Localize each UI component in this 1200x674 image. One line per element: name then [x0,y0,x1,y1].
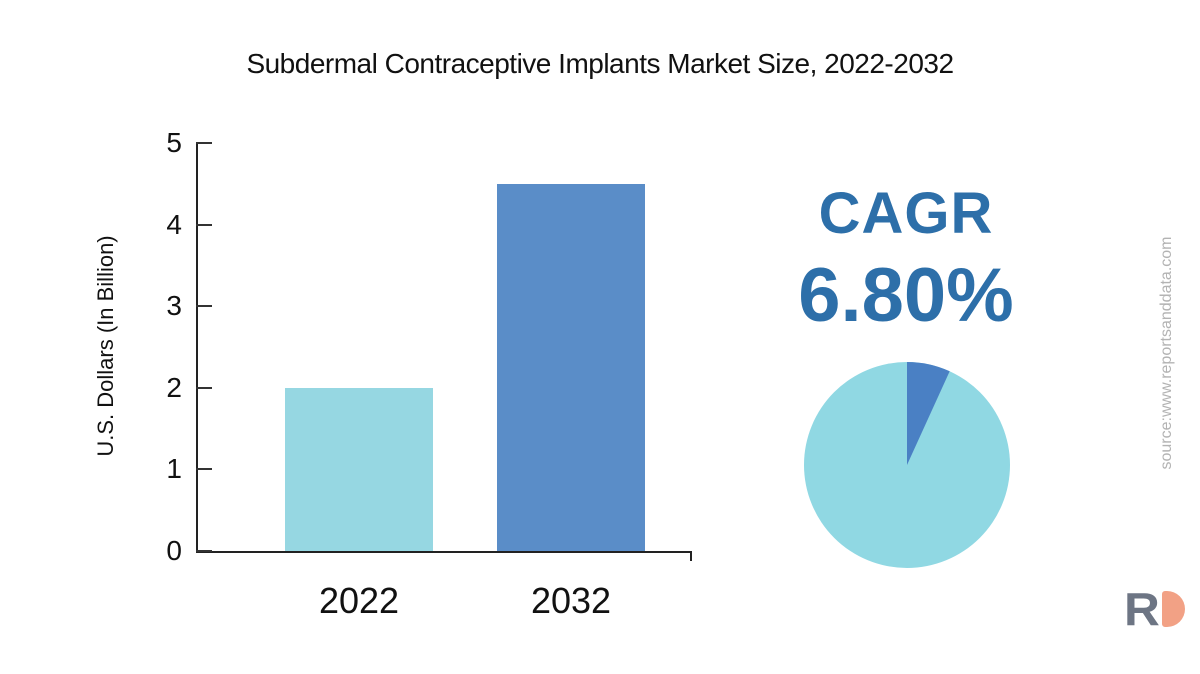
y-tick-label-2: 2 [166,371,182,403]
y-axis-label: U.S. Dollars (In Billion) [93,235,118,457]
y-tick-mark-5 [196,142,212,144]
logo-letter-r: R [1124,583,1160,635]
y-tick-mark-3 [196,305,212,308]
x-axis-line [196,551,692,553]
y-tick-label-1: 1 [166,453,182,485]
y-tick-label-0: 0 [166,535,182,566]
brand-logo: R [1124,583,1186,635]
y-tick-label-3: 3 [166,290,182,322]
y-axis-line [196,143,198,553]
y-tick-label-4: 4 [166,208,182,240]
y-tick-mark-4 [196,223,212,226]
cagr-value: 6.80% [798,253,1014,338]
bar-2032 [497,183,645,551]
x-tick-label-2022: 2022 [318,580,400,621]
x-tick-label-2032: 2032 [530,580,612,621]
pie-slice-cagr [907,362,950,465]
chart-title: Subdermal Contraceptive Implants Market … [246,48,954,79]
x-axis-end-tick [690,551,692,561]
source-attribution: source:www.reportsanddata.com [1158,236,1175,470]
cagr-pie-chart [804,362,1010,568]
y-tick-mark-0 [196,550,212,552]
cagr-label: CAGR [818,181,994,246]
bar-2022 [285,387,433,551]
y-tick-label-5: 5 [166,127,182,158]
y-tick-mark-1 [196,468,212,471]
y-tick-mark-2 [196,386,212,389]
logo-d-shape [1162,591,1186,627]
